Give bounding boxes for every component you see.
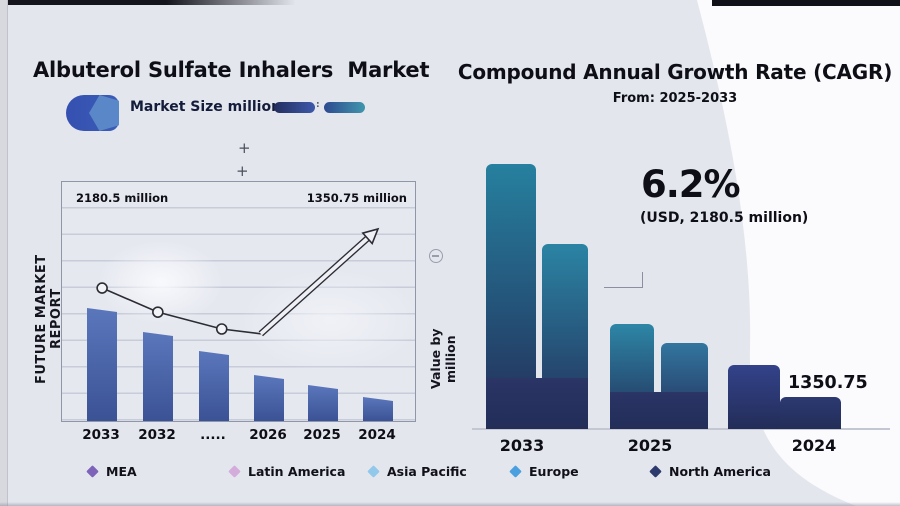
legend-label: Europe: [529, 464, 579, 479]
cagr-bar-chart: 2033 2025 2024: [470, 160, 890, 455]
market-bar-2026: [254, 375, 284, 421]
x-label-2024: 2024: [358, 427, 396, 443]
diamond-icon: [86, 465, 99, 478]
cagr-usd-detail: (USD, 2180.5 million): [640, 210, 809, 226]
diamond-icon: [367, 465, 380, 478]
x-label-2033: 2033: [82, 427, 120, 443]
x-label-2032: 2032: [138, 427, 176, 443]
market-bar-2024: [363, 397, 393, 421]
market-bar-2025: [308, 385, 338, 421]
ratio-pill-teal: [324, 102, 365, 113]
x-label-2033: 2033: [499, 436, 545, 455]
top-border-right: [712, 0, 900, 6]
future-market-report-label: FUTURE MARKET REPORT: [34, 254, 64, 384]
cagr-bar-2024-series-b: [780, 397, 841, 429]
market-size-chart: 2180.5 million 1350.75 million: [61, 181, 416, 422]
legend-label: North America: [669, 464, 771, 479]
plus-icon: +: [236, 162, 249, 180]
legend-label: Asia Pacific: [387, 464, 467, 479]
value-label-2024: 1350.75: [788, 373, 868, 393]
market-size-label: Market Size million: [130, 99, 282, 115]
bar-group-2025: [610, 161, 708, 429]
trend-line-arrow: [96, 227, 380, 337]
cagr-period: From: 2025-2033: [612, 91, 738, 106]
legend-item-europe: Europe: [509, 464, 579, 479]
bottom-shadow: [0, 502, 900, 506]
legend-label: Latin America: [248, 464, 346, 479]
x-label-2024: 2024: [791, 436, 837, 455]
diamond-icon: [509, 465, 522, 478]
market-bar-2033: [87, 308, 117, 421]
diamond-icon: [649, 465, 662, 478]
left-edge-strip: [0, 0, 8, 506]
legend-item-asia-pacific: Asia Pacific: [367, 464, 467, 479]
ratio-colon: :: [316, 100, 320, 110]
bar-merge-base: [486, 378, 588, 429]
x-label-.....: .....: [200, 427, 226, 443]
ratio-pill-dark: [274, 102, 315, 113]
legend-item-mea: MEA: [86, 464, 137, 479]
market-bar-2032: [143, 332, 173, 421]
annotation-2024-value: 1350.75 million: [306, 191, 407, 205]
step-bracket-decoration: [604, 272, 643, 288]
cagr-title: Compound Annual Growth Rate (CAGR): [457, 60, 893, 84]
bar-group-2033: [486, 161, 588, 429]
x-label-2026: 2026: [249, 427, 287, 443]
cylinder-icon: [66, 95, 119, 131]
cagr-percentage: 6.2%: [641, 163, 741, 206]
bar-group-2024: [728, 161, 841, 429]
annotation-2033-value: 2180.5 million: [76, 191, 169, 205]
x-label-2025: 2025: [303, 427, 341, 443]
plus-icon: +: [238, 139, 251, 157]
x-label-2025: 2025: [627, 436, 673, 455]
market-bar-.....: [199, 351, 229, 421]
top-border-left: [8, 0, 296, 5]
legend-item-north-america: North America: [649, 464, 771, 479]
legend-item-latin-america: Latin America: [228, 464, 346, 479]
minus-circle-icon: [429, 249, 443, 263]
cagr-bar-2024-series-a: [728, 365, 780, 429]
bar-merge-base: [610, 392, 708, 429]
page-title: Albuterol Sulfate Inhalers Market: [33, 58, 430, 82]
value-axis-label: Value by million: [428, 328, 458, 390]
region-legend: MEA Latin America Asia Pacific Europe North …: [0, 464, 900, 484]
legend-label: MEA: [106, 464, 137, 479]
diamond-icon: [228, 465, 241, 478]
x-axis-line: [472, 428, 890, 430]
